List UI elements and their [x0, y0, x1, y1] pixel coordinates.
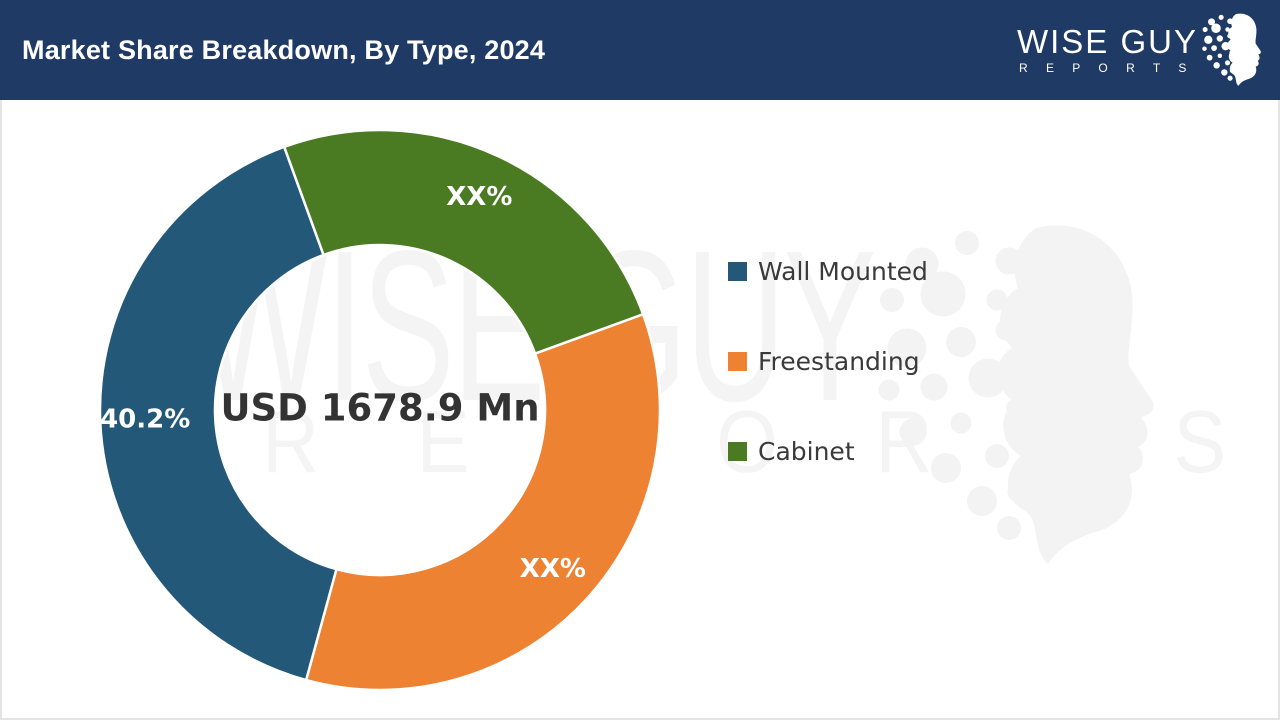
- legend-item-freestanding: Freestanding: [728, 346, 928, 376]
- legend-item-cabinet: Cabinet: [728, 436, 928, 466]
- wiseguy-logo: WISE GUY R E P O R T S: [1017, 10, 1264, 90]
- logo-wordmark: WISE GUY R E P O R T S: [1017, 25, 1198, 75]
- legend-label-cabinet: Cabinet: [758, 436, 855, 466]
- legend-item-wall-mounted: Wall Mounted: [728, 256, 928, 286]
- logo-wordmark-line2: R E P O R T S: [1018, 61, 1194, 75]
- legend-swatch-cabinet: [728, 441, 747, 461]
- segment-label-wall-mounted: 40.2%: [100, 405, 190, 435]
- legend-swatch-wall-mounted: [728, 261, 747, 281]
- legend-swatch-freestanding: [728, 351, 747, 371]
- segment-label-freestanding: XX%: [520, 554, 586, 584]
- page-title: Market Share Breakdown, By Type, 2024: [22, 34, 546, 65]
- chart-legend: Wall Mounted Freestanding Cabinet: [728, 257, 928, 527]
- logo-face-icon: [1202, 13, 1261, 86]
- legend-label-freestanding: Freestanding: [758, 346, 920, 376]
- logo-wordmark-line1: WISE GUY: [1016, 23, 1198, 60]
- header: Market Share Breakdown, By Type, 2024 WI…: [0, 0, 1280, 100]
- legend-label-wall-mounted: Wall Mounted: [758, 256, 928, 286]
- donut-center-label: USD 1678.9 Mn: [220, 386, 540, 430]
